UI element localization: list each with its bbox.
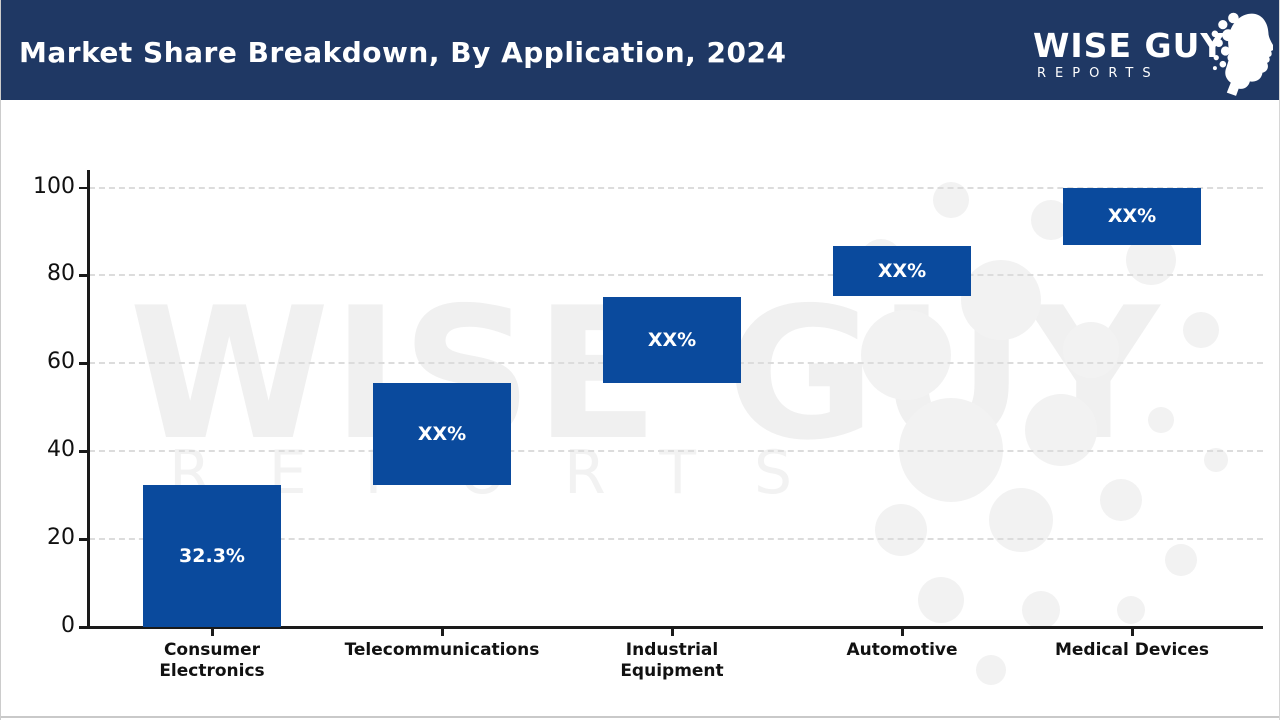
x-tick-label: Consumer Electronics (159, 640, 265, 681)
brand-logo-subtitle: REPORTS (1037, 66, 1160, 81)
bar-value-label: XX% (417, 423, 467, 446)
y-tick (79, 186, 88, 190)
bar: XX% (833, 246, 971, 297)
x-tick-label: Automotive (846, 640, 958, 660)
y-tick (79, 274, 88, 277)
y-tick-label: 80 (47, 261, 75, 287)
bar-value-label: XX% (1107, 205, 1157, 228)
y-tick-label: 100 (33, 173, 75, 199)
x-tick (441, 627, 444, 636)
bar-value-label: XX% (647, 328, 697, 351)
y-tick-label: 40 (47, 437, 75, 463)
grid-line (89, 186, 1263, 189)
y-tick-label: 20 (47, 525, 75, 551)
x-tick (1131, 627, 1134, 636)
y-tick (79, 538, 88, 541)
chart-title: Market Share Breakdown, By Application, … (19, 36, 787, 69)
bar: XX% (373, 383, 511, 486)
bar-value-label: 32.3% (179, 545, 245, 568)
y-axis-line (87, 170, 90, 628)
bar: 32.3% (143, 485, 281, 627)
x-tick (901, 627, 904, 636)
brand-logo-name: WISE GUY (1033, 26, 1226, 65)
grid-line (89, 450, 1263, 453)
x-tick-label: Medical Devices (1054, 640, 1209, 660)
y-tick (79, 626, 88, 629)
x-tick (211, 627, 214, 636)
y-tick (79, 450, 88, 453)
x-tick (671, 627, 674, 636)
y-tick-label: 0 (61, 613, 75, 638)
grid-line (89, 538, 1263, 541)
brand-logo: WISE GUY REPORTS (1033, 4, 1273, 96)
x-tick-label: Telecommunications (344, 640, 540, 660)
bar-value-label: XX% (877, 260, 927, 283)
bottom-border-line (1, 716, 1279, 718)
y-tick-label: 60 (47, 349, 75, 375)
bar: XX% (1063, 187, 1201, 245)
grid-line (89, 274, 1263, 277)
brand-head-icon (1209, 12, 1273, 96)
bar: XX% (603, 296, 741, 384)
header-band: Market Share Breakdown, By Application, … (1, 0, 1279, 100)
x-tick-label: Industrial Equipment (620, 640, 724, 681)
x-axis-line (87, 626, 1263, 629)
y-tick (79, 362, 88, 365)
